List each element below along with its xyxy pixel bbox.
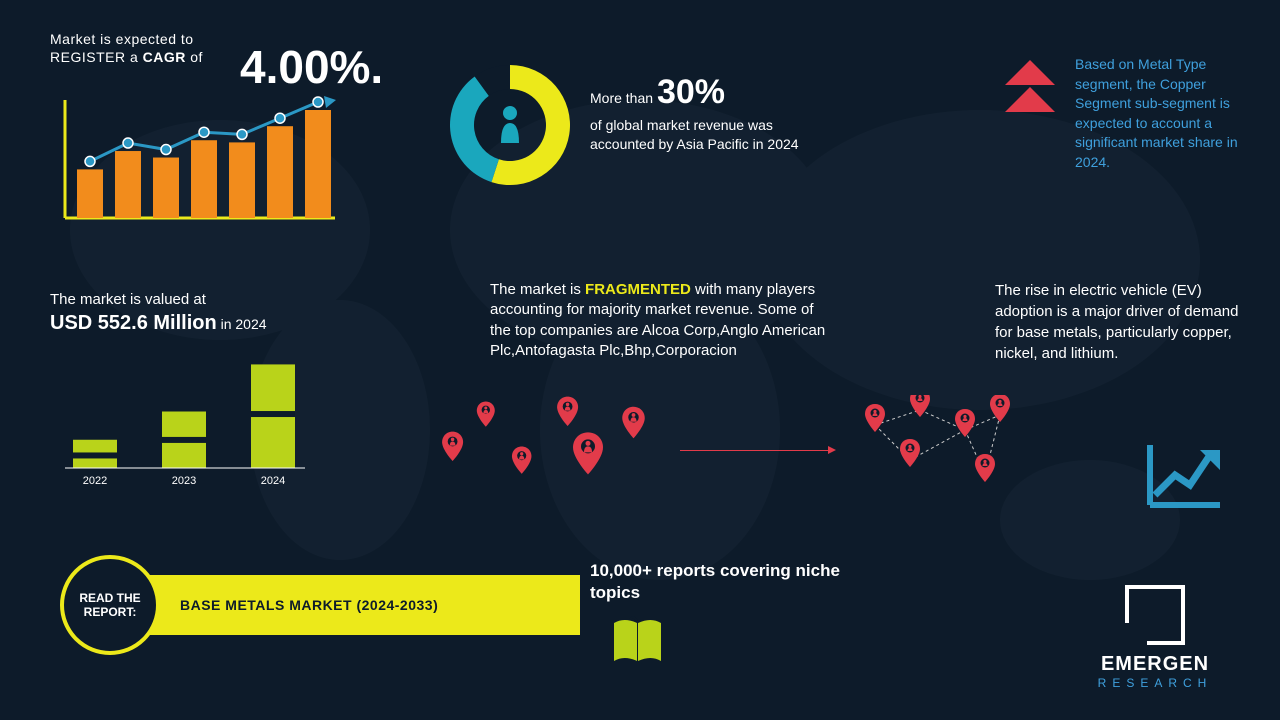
donut-chart bbox=[440, 55, 580, 195]
donut-pct: 30% bbox=[657, 73, 725, 111]
book-icon bbox=[610, 615, 665, 665]
logo-line1: EMERGEN bbox=[1070, 653, 1240, 676]
location-pin-icon bbox=[510, 445, 533, 480]
svg-text:2022: 2022 bbox=[83, 475, 107, 487]
valuation-text: The market is valued at USD 552.6 Millio… bbox=[50, 290, 310, 337]
valuation-tail: in 2024 bbox=[217, 316, 267, 332]
ev-text: The rise in electric vehicle (EV) adopti… bbox=[995, 280, 1245, 364]
logo-square-icon bbox=[1125, 585, 1185, 645]
cagr-lead-1: Market is expected to bbox=[50, 31, 194, 47]
emergen-logo: EMERGEN RESEARCH bbox=[1070, 585, 1240, 690]
report-circle[interactable]: READ THE REPORT: bbox=[60, 555, 160, 655]
location-pin-icon bbox=[475, 400, 497, 433]
pin-arrow bbox=[680, 450, 830, 451]
pin-network bbox=[850, 395, 1030, 505]
cagr-block: Market is expected to REGISTER a CAGR of… bbox=[50, 30, 390, 66]
location-pin-icon bbox=[620, 405, 647, 445]
cagr-value: 4.00%. bbox=[240, 40, 383, 94]
location-pin-icon bbox=[440, 430, 465, 468]
valuation-chart: 2022 2023 2024 bbox=[55, 350, 315, 490]
cagr-lead-3: of bbox=[186, 49, 203, 65]
reports-headline: 10,000+ reports covering niche topics bbox=[590, 560, 850, 604]
copper-segment-text: Based on Metal Type segment, the Copper … bbox=[1075, 55, 1260, 173]
donut-caption: More than 30% of global market revenue w… bbox=[590, 70, 800, 154]
fragmented-pre: The market is bbox=[490, 281, 585, 298]
svg-text:2024: 2024 bbox=[261, 475, 285, 487]
location-pin-icon bbox=[555, 395, 580, 433]
cagr-lead-2: REGISTER a bbox=[50, 49, 143, 65]
valuation-lead: The market is valued at bbox=[50, 291, 206, 308]
up-arrows-icon bbox=[995, 55, 1065, 125]
fragmented-kw: FRAGMENTED bbox=[585, 281, 691, 298]
valuation-usd: USD 552.6 Million bbox=[50, 312, 217, 334]
report-title[interactable]: BASE METALS MARKET (2024-2033) bbox=[120, 575, 580, 635]
cagr-kw: CAGR bbox=[143, 49, 186, 65]
logo-line2: RESEARCH bbox=[1070, 676, 1240, 690]
donut-rest: of global market revenue was accounted b… bbox=[590, 117, 799, 152]
fragmented-text: The market is FRAGMENTED with many playe… bbox=[490, 280, 830, 361]
svg-text:2023: 2023 bbox=[172, 475, 196, 487]
donut-pre: More than bbox=[590, 90, 657, 106]
growth-arrow-icon bbox=[1145, 440, 1225, 510]
growth-chart bbox=[55, 90, 345, 230]
location-pin-icon bbox=[570, 430, 606, 482]
report-banner[interactable]: BASE METALS MARKET (2024-2033) READ THE … bbox=[60, 560, 590, 650]
report-circle-label: READ THE REPORT: bbox=[64, 591, 156, 620]
